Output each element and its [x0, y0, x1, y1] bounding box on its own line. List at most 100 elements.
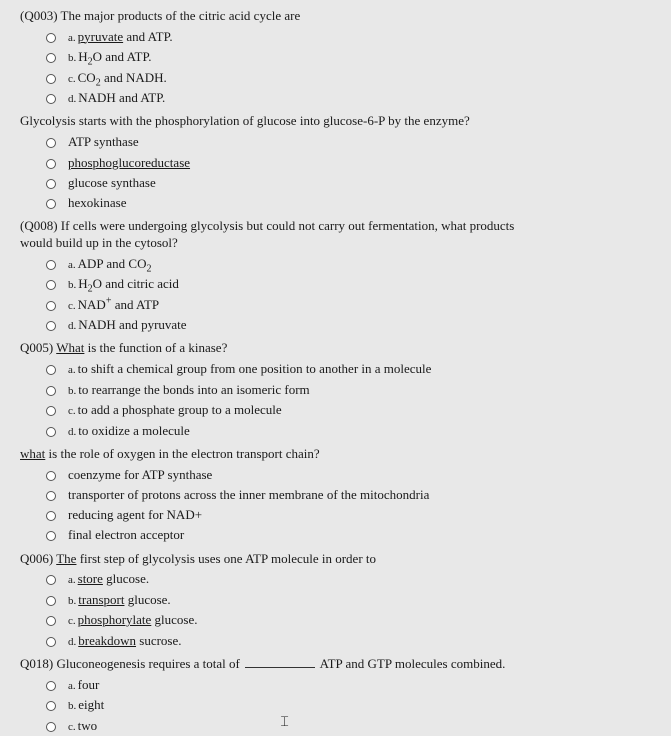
option-d: d.breakdown sucrose.	[46, 632, 651, 650]
radio-icon[interactable]	[46, 33, 56, 43]
option-label: b.	[68, 52, 76, 64]
option-content: d.to oxidize a molecule	[68, 422, 190, 440]
option-label: a.	[68, 364, 76, 376]
option-text: CO	[78, 70, 96, 85]
prompt-rest: ATP and GTP molecules combined.	[317, 656, 505, 671]
radio-icon[interactable]	[46, 280, 56, 290]
radio-icon[interactable]	[46, 301, 56, 311]
option-text: to rearrange the bonds into an isomeric …	[78, 382, 309, 397]
option-ul: breakdown	[78, 633, 136, 648]
option-text: glucose synthase	[68, 174, 156, 192]
option-ul: phosphorylate	[78, 612, 152, 627]
option-content: a.to shift a chemical group from one pos…	[68, 360, 431, 378]
option-text: eight	[78, 697, 104, 712]
option-content: d.breakdown sucrose.	[68, 632, 182, 650]
prompt-text: (Q003) The major products of the citric …	[20, 8, 300, 23]
option-b: transporter of protons across the inner …	[46, 486, 651, 504]
option-content: a.ADP and CO2	[68, 255, 152, 273]
option-text: phosphoglucoreductase	[68, 154, 190, 172]
radio-icon[interactable]	[46, 575, 56, 585]
option-content: c.phosphorylate glucose.	[68, 611, 198, 629]
question-q005: Q005) What is the function of a kinase? …	[20, 340, 651, 439]
option-label: b.	[68, 595, 76, 607]
prompt-ul: The	[56, 551, 76, 566]
radio-icon[interactable]	[46, 596, 56, 606]
option-label: c.	[68, 405, 76, 417]
option-label: d.	[68, 426, 76, 438]
option-label: c.	[68, 73, 76, 85]
radio-icon[interactable]	[46, 179, 56, 189]
option-label: a.	[68, 574, 76, 586]
radio-icon[interactable]	[46, 491, 56, 501]
radio-icon[interactable]	[46, 74, 56, 84]
fill-blank[interactable]	[245, 657, 315, 668]
radio-icon[interactable]	[46, 427, 56, 437]
question-prompt: (Q008) If cells were undergoing glycolys…	[20, 218, 651, 252]
question-prompt: Q005) What is the function of a kinase?	[20, 340, 651, 357]
subscript: 2	[147, 263, 152, 274]
radio-icon[interactable]	[46, 637, 56, 647]
option-ul: store	[78, 571, 103, 586]
option-c: c.NAD+ and ATP	[46, 296, 651, 314]
option-a: ATP synthase	[46, 133, 651, 151]
option-c: c.to add a phosphate group to a molecule	[46, 401, 651, 419]
option-text: transporter of protons across the inner …	[68, 486, 429, 504]
radio-icon[interactable]	[46, 94, 56, 104]
question-q006: Q006) The first step of glycolysis uses …	[20, 551, 651, 650]
option-a: a.store glucose.	[46, 570, 651, 588]
option-d: d.to oxidize a molecule	[46, 422, 651, 440]
option-content: d.NADH and ATP.	[68, 89, 165, 107]
question-q008: (Q008) If cells were undergoing glycolys…	[20, 218, 651, 334]
prompt-rest: is the role of oxygen in the electron tr…	[45, 446, 319, 461]
radio-icon[interactable]	[46, 511, 56, 521]
radio-icon[interactable]	[46, 681, 56, 691]
option-label: d.	[68, 320, 76, 332]
option-a: a.ADP and CO2	[46, 255, 651, 273]
option-text-rest: O and citric acid	[93, 276, 179, 291]
option-text: hexokinase	[68, 194, 126, 212]
option-b: b.to rearrange the bonds into an isomeri…	[46, 381, 651, 399]
prompt-ul: what	[20, 446, 45, 461]
text-cursor-icon: ⌶	[280, 713, 288, 733]
radio-icon[interactable]	[46, 199, 56, 209]
prompt-line1: (Q008) If cells were undergoing glycolys…	[20, 218, 514, 233]
option-text: H	[78, 276, 87, 291]
question-q018: Q018) Gluconeogenesis requires a total o…	[20, 656, 651, 736]
radio-icon[interactable]	[46, 321, 56, 331]
option-label: d.	[68, 93, 76, 105]
option-b: b.H2O and ATP.	[46, 48, 651, 66]
option-rest: glucose.	[151, 612, 197, 627]
radio-icon[interactable]	[46, 406, 56, 416]
radio-icon[interactable]	[46, 365, 56, 375]
option-content: b.to rearrange the bonds into an isomeri…	[68, 381, 310, 399]
option-content: b.H2O and citric acid	[68, 275, 179, 293]
radio-icon[interactable]	[46, 722, 56, 732]
option-c: c.CO2 and NADH.	[46, 69, 651, 87]
option-text: coenzyme for ATP synthase	[68, 466, 212, 484]
radio-icon[interactable]	[46, 138, 56, 148]
radio-icon[interactable]	[46, 701, 56, 711]
option-b: b.transport glucose.	[46, 591, 651, 609]
option-content: c.NAD+ and ATP	[68, 296, 159, 314]
question-prompt: Q006) The first step of glycolysis uses …	[20, 551, 651, 568]
radio-icon[interactable]	[46, 159, 56, 169]
option-content: c.CO2 and NADH.	[68, 69, 167, 87]
radio-icon[interactable]	[46, 616, 56, 626]
radio-icon[interactable]	[46, 260, 56, 270]
option-a: a.to shift a chemical group from one pos…	[46, 360, 651, 378]
radio-icon[interactable]	[46, 471, 56, 481]
option-label: b.	[68, 700, 76, 712]
option-text: ATP synthase	[68, 133, 139, 151]
option-c: c.phosphorylate glucose.	[46, 611, 651, 629]
radio-icon[interactable]	[46, 531, 56, 541]
prompt-prefix: Q018) Gluconeogenesis requires a total o…	[20, 656, 243, 671]
radio-icon[interactable]	[46, 53, 56, 63]
option-text: ADP and CO	[78, 256, 147, 271]
option-text-rest: and ATP	[111, 297, 159, 312]
option-label: a.	[68, 259, 76, 271]
option-text: reducing agent for NAD+	[68, 506, 202, 524]
option-text: NADH and ATP.	[78, 90, 165, 105]
question-q003: (Q003) The major products of the citric …	[20, 8, 651, 107]
radio-icon[interactable]	[46, 386, 56, 396]
option-d: hexokinase	[46, 194, 651, 212]
